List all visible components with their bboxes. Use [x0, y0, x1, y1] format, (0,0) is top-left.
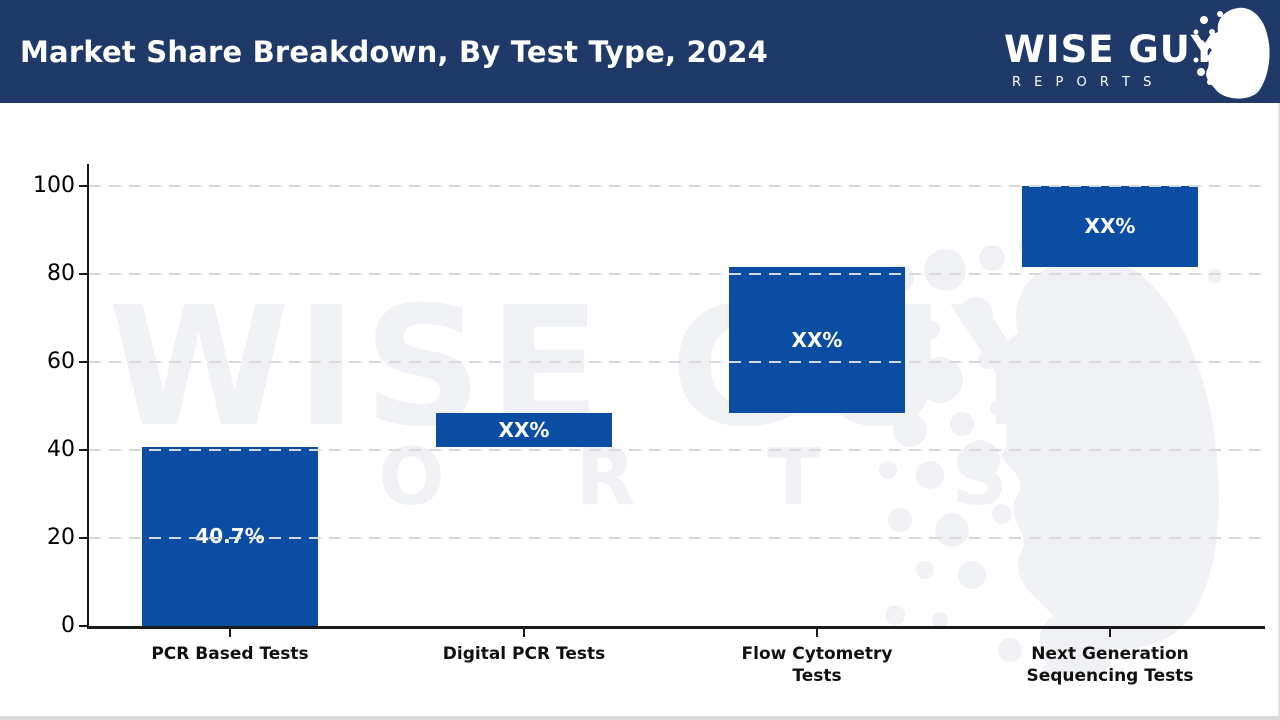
y-tick-0 [79, 625, 87, 627]
watermark-head-icon [879, 237, 1222, 682]
right-border [1278, 103, 1280, 716]
x-category-label-1: PCR Based Tests [80, 643, 380, 665]
y-tick-label-80: 80 [47, 261, 75, 286]
bar-value-label-1: 40.7% [195, 524, 265, 549]
x-category-text-4: Next Generation Sequencing Tests [1026, 644, 1194, 686]
x-category-text-1: PCR Based Tests [151, 644, 309, 664]
watermark-subtext: P O R T S [190, 433, 1060, 523]
bar-segment-4: XX% [1022, 186, 1198, 267]
y-axis-line [87, 164, 89, 629]
gridline-20 [89, 537, 1265, 539]
y-tick-label-40: 40 [47, 437, 75, 462]
gridline-40 [89, 449, 1265, 451]
x-category-text-3: Flow Cytometry Tests [741, 644, 893, 686]
page-title: Market Share Breakdown, By Test Type, 20… [20, 34, 769, 69]
chart-area: WISE GUY P O R T S 0 20 40 60 80 100 [0, 103, 1280, 716]
wise-guy-reports-logo: WISE GUY R E P O R T S [1004, 7, 1270, 99]
logo-subtext: R E P O R T S [1012, 75, 1156, 90]
bar-value-label-3: XX% [791, 327, 843, 352]
y-tick-label-0: 0 [61, 613, 75, 638]
x-tick-4 [1109, 629, 1111, 637]
plot-region: 0 20 40 60 80 100 40.7% PCR Based Tests XX% Digit… [0, 103, 1280, 716]
bar-segment-1: 40.7% [142, 446, 318, 626]
x-category-label-4: Next Generation Sequencing Tests [960, 643, 1260, 687]
bar-value-label-2: XX% [498, 417, 550, 442]
x-tick-3 [816, 629, 818, 637]
logo-head-icon [1193, 7, 1270, 99]
y-tick-40 [79, 449, 87, 451]
y-tick-60 [79, 361, 87, 363]
x-axis-line [87, 626, 1265, 629]
bar-segment-3: XX% [729, 266, 905, 414]
bar-segment-2: XX% [436, 413, 612, 447]
bottom-border [0, 716, 1280, 720]
y-tick-80 [79, 273, 87, 275]
y-tick-20 [79, 537, 87, 539]
y-tick-label-20: 20 [47, 525, 75, 550]
header-bar: Market Share Breakdown, By Test Type, 20… [0, 0, 1280, 103]
x-category-text-2: Digital PCR Tests [442, 644, 606, 664]
gridline-60 [89, 361, 1265, 363]
x-tick-1 [229, 629, 231, 637]
x-category-label-3: Flow Cytometry Tests [667, 643, 967, 687]
x-category-label-2: Digital PCR Tests [374, 643, 674, 665]
y-tick-100 [79, 185, 87, 187]
bar-value-label-4: XX% [1084, 214, 1136, 239]
gridline-80 [89, 273, 1265, 275]
y-tick-label-60: 60 [47, 349, 75, 374]
logo-wordmark: WISE GUY [1004, 28, 1219, 71]
y-tick-label-100: 100 [33, 173, 75, 198]
x-tick-2 [523, 629, 525, 637]
gridline-100 [89, 185, 1265, 187]
